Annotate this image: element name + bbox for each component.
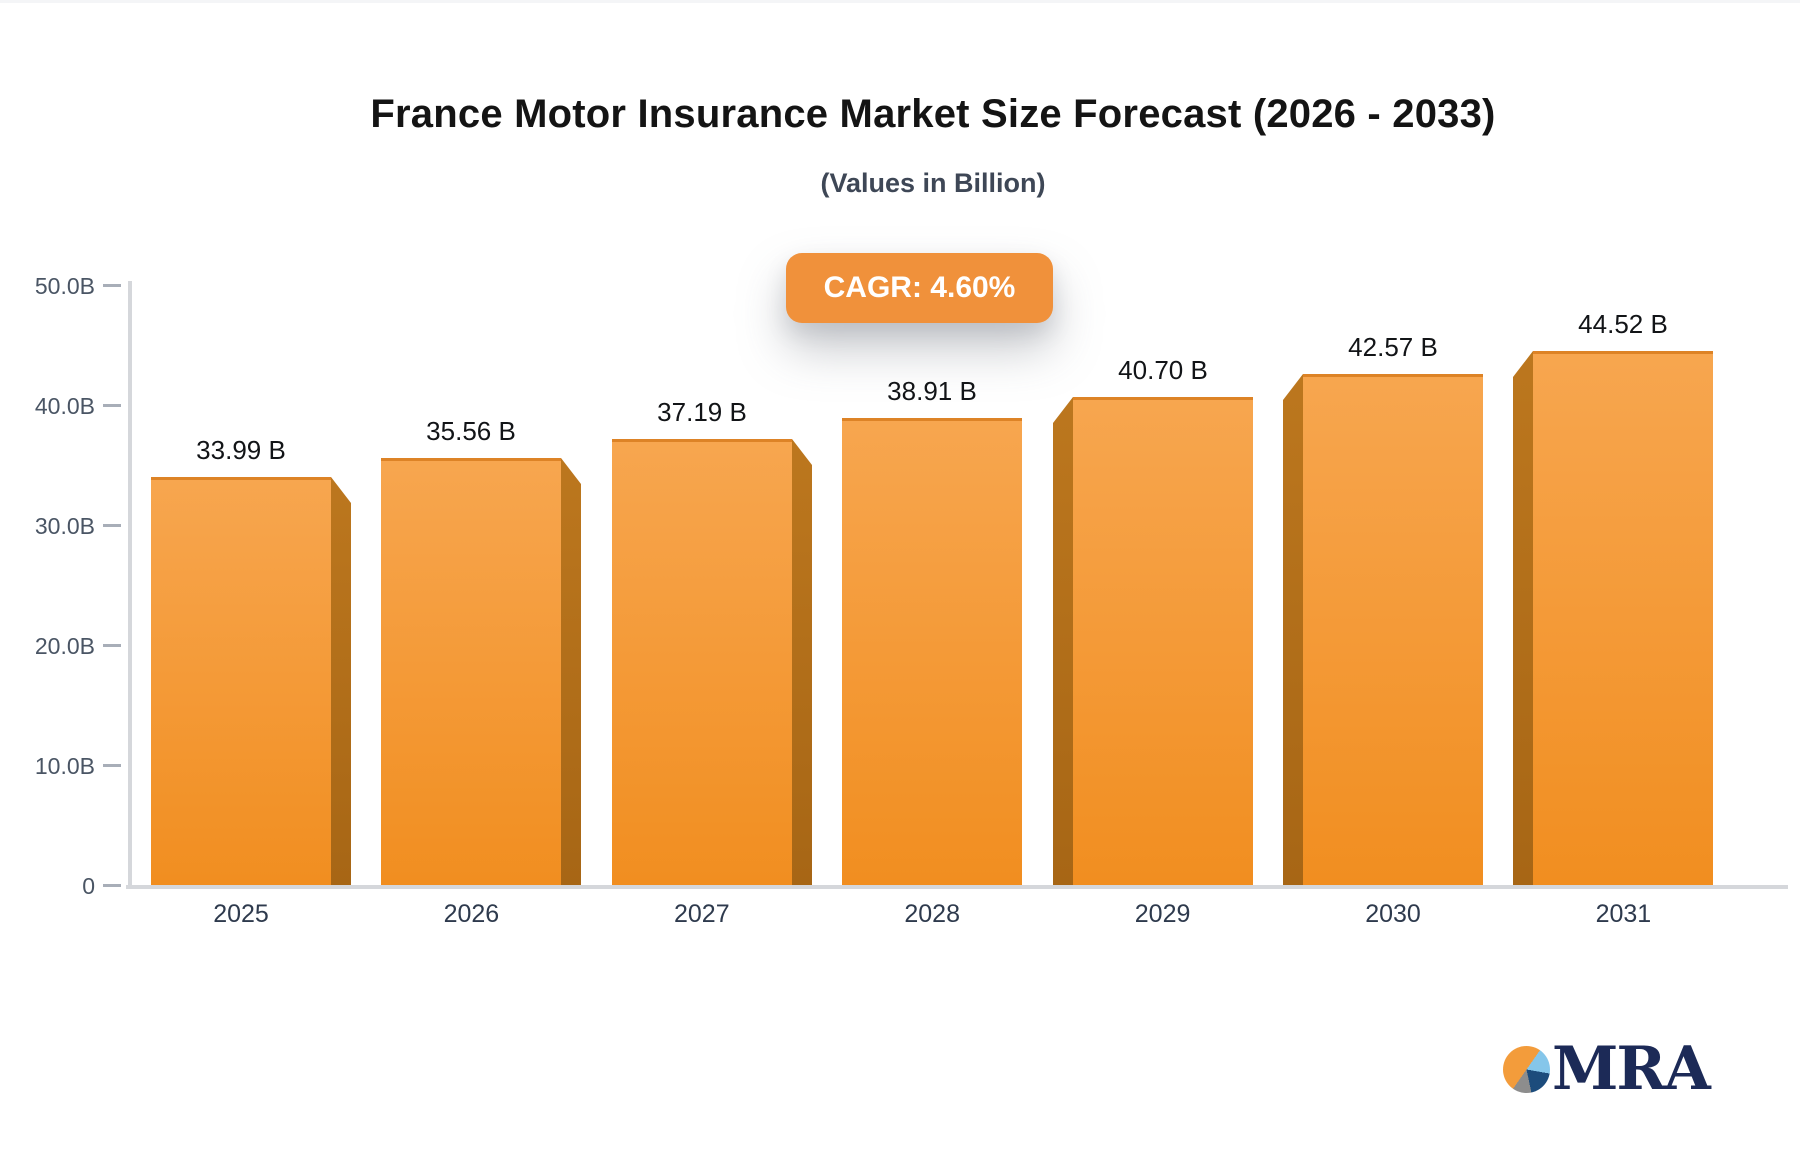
x-axis-line (126, 885, 1788, 889)
bar-value-label: 38.91 B (887, 376, 977, 406)
bar-2026 (381, 458, 561, 885)
y-tick-mark (103, 524, 121, 527)
bar-value-label: 42.57 B (1348, 332, 1438, 362)
x-axis-label-2028: 2028 (904, 900, 960, 928)
y-tick-mark (103, 644, 121, 647)
chart-title: France Motor Insurance Market Size Forec… (370, 92, 1496, 136)
bar-side-2031 (1513, 351, 1533, 885)
x-axis-label-2026: 2026 (443, 900, 500, 928)
y-tick-label: 40.0B (34, 393, 95, 419)
bar-value-label: 35.56 B (426, 416, 516, 446)
cagr-badge-label: CAGR: 4.60% (823, 271, 1016, 304)
top-hairline (0, 0, 1800, 3)
y-tick-label: 10.0B (34, 753, 95, 779)
mra-pie-icon (1503, 1045, 1550, 1093)
bar-side-2027 (792, 439, 812, 885)
bar-side-2030 (1283, 374, 1303, 885)
x-axis-label-2031: 2031 (1595, 900, 1652, 928)
bar-2025 (151, 477, 331, 885)
y-tick-mark (103, 884, 121, 887)
bar-2031 (1533, 351, 1713, 885)
mra-logo-text: MRA (1552, 1034, 1711, 1104)
bar-2027 (612, 439, 792, 885)
bar-value-label: 33.99 B (196, 435, 286, 465)
bar-value-label: 40.70 B (1118, 355, 1208, 385)
bar-side-2026 (561, 458, 581, 885)
bar-value-label: 44.52 B (1578, 309, 1668, 339)
y-tick-label: 20.0B (34, 633, 95, 659)
x-axis-label-2029: 2029 (1134, 900, 1191, 928)
y-tick-label: 30.0B (34, 513, 95, 539)
x-axis-label-2027: 2027 (673, 900, 730, 928)
y-tick-label: 50.0B (34, 273, 95, 299)
y-tick-mark (103, 764, 121, 767)
y-axis-line (128, 281, 132, 889)
y-tick-mark (103, 404, 121, 407)
mra-logo: MRA (1503, 1033, 1711, 1105)
x-axis-label-2030: 2030 (1365, 900, 1421, 928)
bar-2028 (842, 418, 1022, 885)
y-tick-label: 0 (82, 873, 95, 899)
x-axis-label-2025: 2025 (213, 900, 269, 928)
chart-subtitle: (Values in Billion) (820, 168, 1046, 198)
bar-2030 (1303, 374, 1483, 885)
bar-side-2025 (331, 477, 351, 885)
bar-side-2029 (1053, 397, 1073, 885)
y-tick-mark (103, 284, 121, 287)
bar-value-label: 37.19 B (657, 397, 747, 427)
bar-2029 (1073, 397, 1253, 885)
cagr-badge: CAGR: 4.60% (786, 253, 1053, 323)
